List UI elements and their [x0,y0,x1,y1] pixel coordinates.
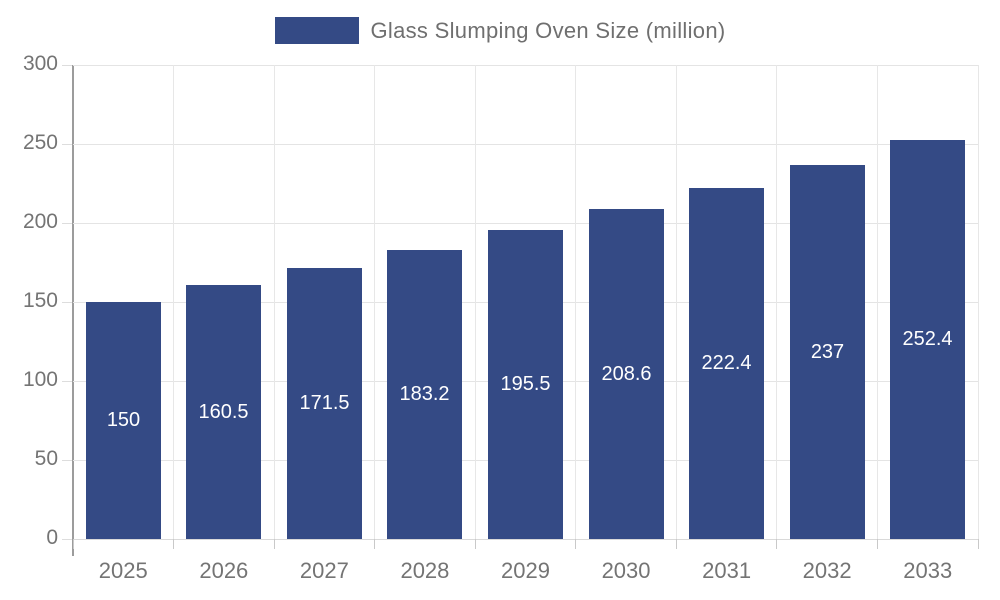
gridline-horizontal [73,143,978,145]
x-axis-line [73,539,979,540]
legend-label: Glass Slumping Oven Size (million) [370,17,726,43]
gridline-horizontal [73,222,978,224]
gridline-vertical [273,65,275,539]
y-axis-tick [62,223,72,224]
bar-value-label: 237 [810,340,845,363]
y-axis-tick [62,460,72,461]
y-axis-tick [62,144,72,145]
y-axis-tick [62,381,72,382]
gridline-horizontal [73,64,978,66]
bar-2025[interactable]: 150 [86,302,161,539]
bar-value-label: 195.5 [500,373,551,395]
x-axis-tick [173,539,175,549]
x-tick-label: 2029 [501,558,550,583]
bar-2030[interactable]: 208.6 [589,209,664,539]
x-axis-tick [273,539,275,549]
legend-item[interactable]: Glass Slumping Oven Size (million) [0,17,1000,44]
y-tick-label: 50 [34,447,58,470]
x-tick-label: 2026 [199,558,249,583]
x-tick-label: 2028 [400,558,450,583]
y-tick-label: 200 [22,210,58,233]
bar-value-label: 160.5 [198,400,249,423]
x-tick-label: 2032 [802,558,852,583]
gridline-vertical [776,65,778,539]
bar-2032[interactable]: 237 [790,165,865,539]
gridline-vertical [876,65,878,539]
y-tick-label: 100 [22,368,58,391]
x-tick-label: 2033 [903,558,953,583]
bar-value-label: 183.2 [399,383,450,405]
gridline-vertical [675,65,677,539]
bar-2027[interactable]: 171.5 [287,268,362,539]
x-axis-tick [474,539,476,549]
bar-2028[interactable]: 183.2 [387,250,462,539]
legend-swatch [274,17,359,44]
bar-value-label: 222.4 [701,352,752,374]
x-tick-label: 2030 [601,558,651,583]
bar-2026[interactable]: 160.5 [186,285,261,539]
bar-2031[interactable]: 222.4 [689,188,764,539]
x-axis-tick [575,539,577,549]
x-axis-tick [72,539,74,549]
x-tick-label: 2025 [98,558,148,583]
bar-value-label: 208.6 [601,362,652,385]
plot-area: 150 160.5 171.5 183.2 195.5 208.6 222.4 237 252.… [73,64,979,539]
y-tick-label: 250 [22,131,58,154]
y-axis-tick [62,302,72,303]
bar-2029[interactable]: 195.5 [488,230,563,539]
y-tick-label: 300 [22,52,58,75]
y-axis-tick [62,65,72,66]
gridline-vertical [374,65,376,539]
y-axis-tick [62,539,72,540]
x-axis-tick [876,539,878,549]
y-axis-line [72,65,74,556]
gridline-vertical [977,65,979,539]
x-axis-tick [374,539,376,549]
y-tick-label: 0 [46,526,58,549]
x-tick-label: 2031 [702,558,752,583]
bar-value-label: 150 [106,409,141,431]
gridline-vertical [173,65,175,539]
gridline-vertical [575,65,577,539]
y-tick-label: 150 [22,289,58,312]
bar-value-label: 252.4 [902,328,953,350]
x-tick-label: 2027 [299,558,349,583]
gridline-vertical [474,65,476,539]
x-axis-tick [977,539,979,549]
x-axis-tick [675,539,677,549]
x-axis-tick [776,539,778,549]
bar-value-label: 171.5 [299,392,350,414]
bar-2033[interactable]: 252.4 [890,140,965,539]
